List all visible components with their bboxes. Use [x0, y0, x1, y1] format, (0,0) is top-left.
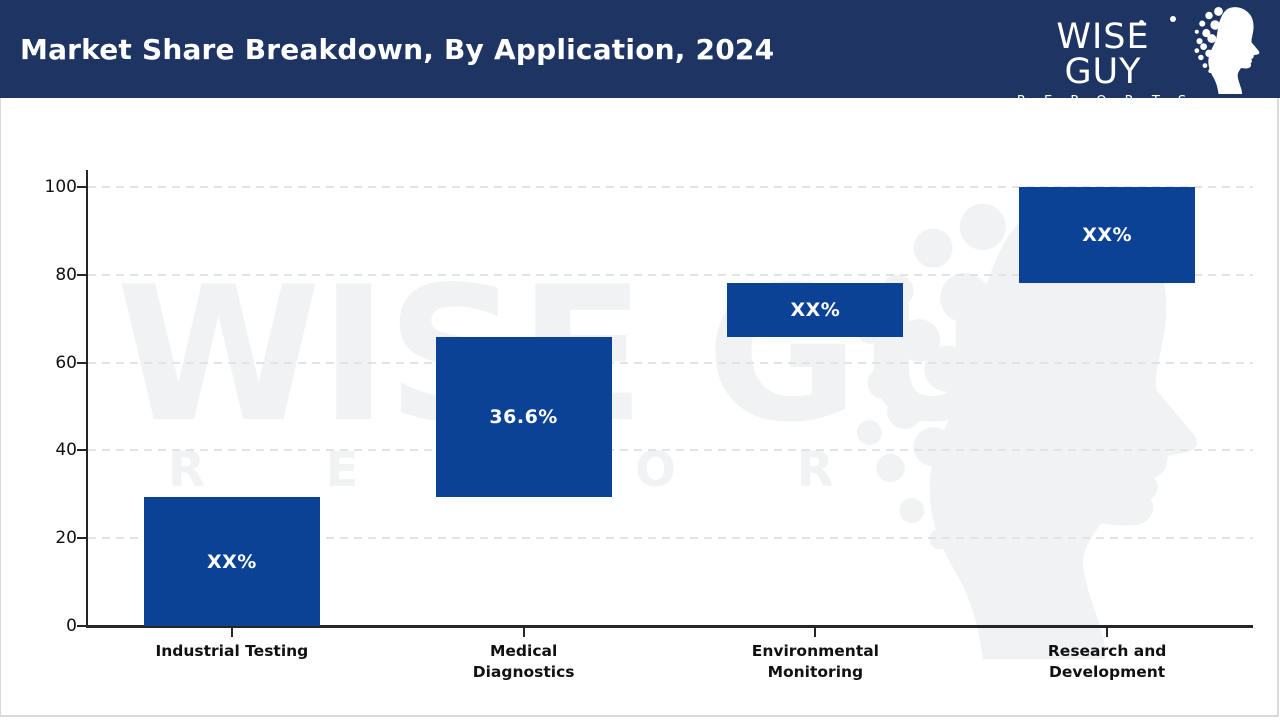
y-tick-mark	[77, 361, 86, 364]
header-bar: Market Share Breakdown, By Application, …	[0, 0, 1280, 109]
logo-dot-icon	[1170, 16, 1176, 22]
y-tick-mark	[77, 449, 86, 452]
wise-guy-face-icon	[1194, 7, 1260, 94]
y-tick-label: 100	[44, 177, 77, 197]
bar-value-label: 36.6%	[489, 406, 558, 429]
bar-medical-diagnostics: 36.6%	[435, 336, 612, 498]
bar-industrial-testing: XX%	[143, 497, 320, 626]
y-tick-label: 20	[55, 528, 77, 549]
x-category-label: Medical Diagnostics	[472, 642, 575, 681]
bar-value-label: XX%	[790, 298, 841, 321]
gridline	[88, 361, 1253, 364]
bar-environmental-monitoring: XX%	[727, 283, 904, 337]
y-tick-mark	[77, 273, 86, 276]
bar-research-and-development: XX%	[1019, 187, 1196, 284]
y-tick-label: 80	[55, 264, 77, 285]
y-axis-line	[86, 170, 88, 627]
x-category-label: Environmental Monitoring	[751, 642, 879, 681]
x-tick-mark	[1106, 628, 1109, 637]
page-title: Market Share Breakdown, By Application, …	[20, 32, 775, 66]
bar-value-label: XX%	[1082, 224, 1133, 247]
gridline	[88, 273, 1253, 276]
y-tick-mark	[77, 625, 86, 627]
y-tick-mark	[77, 537, 86, 540]
gridline	[88, 537, 1253, 540]
y-tick-mark	[77, 186, 86, 188]
logo-wordmark: WISE GUY	[1056, 17, 1150, 92]
x-tick-mark	[814, 628, 817, 637]
bar-value-label: XX%	[206, 550, 257, 573]
gridline	[88, 186, 1253, 188]
y-tick-label: 0	[66, 616, 77, 636]
x-axis-line	[86, 625, 1253, 628]
logo-dot-icon	[1139, 20, 1144, 25]
x-tick-mark	[230, 628, 233, 637]
x-category-label: Research and Development	[1047, 642, 1167, 681]
y-tick-label: 60	[55, 352, 77, 373]
x-tick-mark	[522, 628, 525, 637]
y-tick-label: 40	[55, 440, 77, 461]
brand-logo: WISE GUY R E P O R T S	[1012, 0, 1272, 109]
gridline	[88, 449, 1253, 452]
x-category-label: Industrial Testing	[155, 642, 309, 660]
